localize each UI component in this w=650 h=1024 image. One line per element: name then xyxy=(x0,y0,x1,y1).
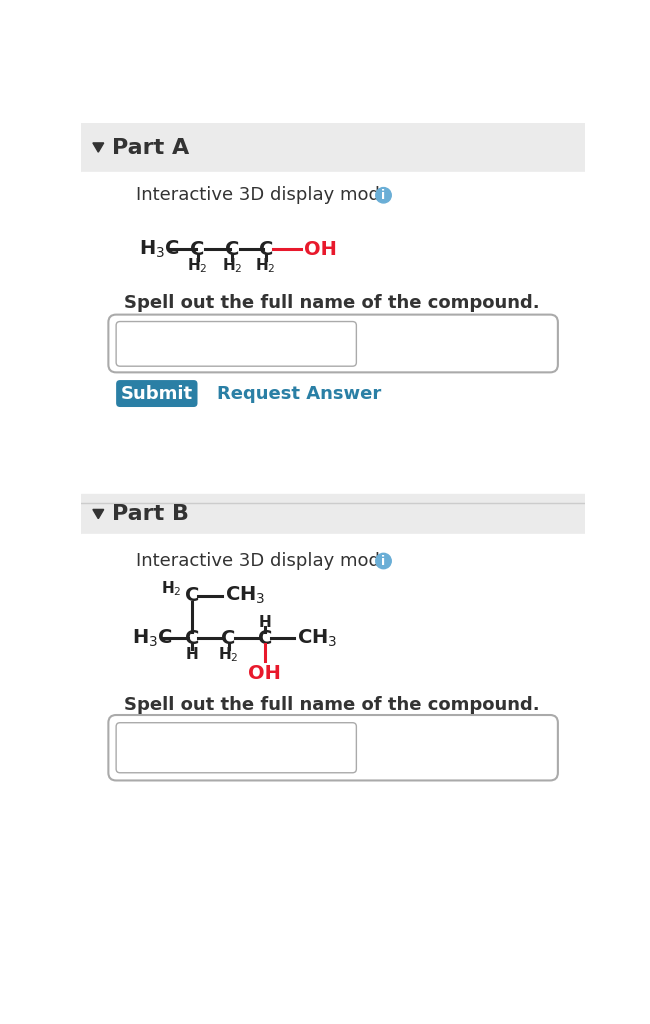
Text: C: C xyxy=(258,629,272,647)
FancyBboxPatch shape xyxy=(109,314,558,373)
FancyBboxPatch shape xyxy=(116,380,198,407)
Text: C: C xyxy=(185,586,200,605)
Text: H$_2$: H$_2$ xyxy=(161,580,181,598)
Bar xyxy=(81,172,585,535)
Text: OH: OH xyxy=(304,240,337,259)
Text: Interactive 3D display mode: Interactive 3D display mode xyxy=(135,552,391,570)
Text: Request Answer: Request Answer xyxy=(217,385,381,402)
Polygon shape xyxy=(93,509,104,519)
Text: CH$_3$: CH$_3$ xyxy=(225,585,265,606)
Text: H: H xyxy=(259,615,271,630)
Text: C: C xyxy=(221,629,236,647)
Text: H$_2$: H$_2$ xyxy=(222,257,242,275)
Text: C: C xyxy=(190,240,205,259)
Text: CH$_3$: CH$_3$ xyxy=(298,628,338,648)
Text: Part A: Part A xyxy=(112,137,190,158)
Polygon shape xyxy=(93,143,104,153)
Bar xyxy=(81,494,585,535)
Circle shape xyxy=(376,553,391,568)
Text: i: i xyxy=(382,555,385,567)
Text: H$_2$: H$_2$ xyxy=(187,257,208,275)
Text: H$_2$: H$_2$ xyxy=(218,645,239,665)
FancyBboxPatch shape xyxy=(109,715,558,780)
Text: Part B: Part B xyxy=(112,504,189,524)
Text: Interactive 3D display mode: Interactive 3D display mode xyxy=(135,186,391,204)
Text: H$_3$C: H$_3$C xyxy=(131,628,172,648)
FancyBboxPatch shape xyxy=(116,322,356,367)
Text: H$_2$: H$_2$ xyxy=(255,257,276,275)
Text: C: C xyxy=(259,240,273,259)
Text: OH: OH xyxy=(248,664,281,683)
Bar xyxy=(81,535,585,911)
Text: Submit: Submit xyxy=(120,385,192,402)
Text: H: H xyxy=(186,647,198,663)
Text: Spell out the full name of the compound.: Spell out the full name of the compound. xyxy=(124,696,540,714)
Text: H$_3$C: H$_3$C xyxy=(139,239,180,260)
Text: C: C xyxy=(185,629,200,647)
Circle shape xyxy=(376,187,391,203)
Bar xyxy=(81,123,585,172)
Text: C: C xyxy=(225,240,240,259)
FancyBboxPatch shape xyxy=(116,723,356,773)
Text: Spell out the full name of the compound.: Spell out the full name of the compound. xyxy=(124,294,540,312)
Text: i: i xyxy=(382,188,385,202)
